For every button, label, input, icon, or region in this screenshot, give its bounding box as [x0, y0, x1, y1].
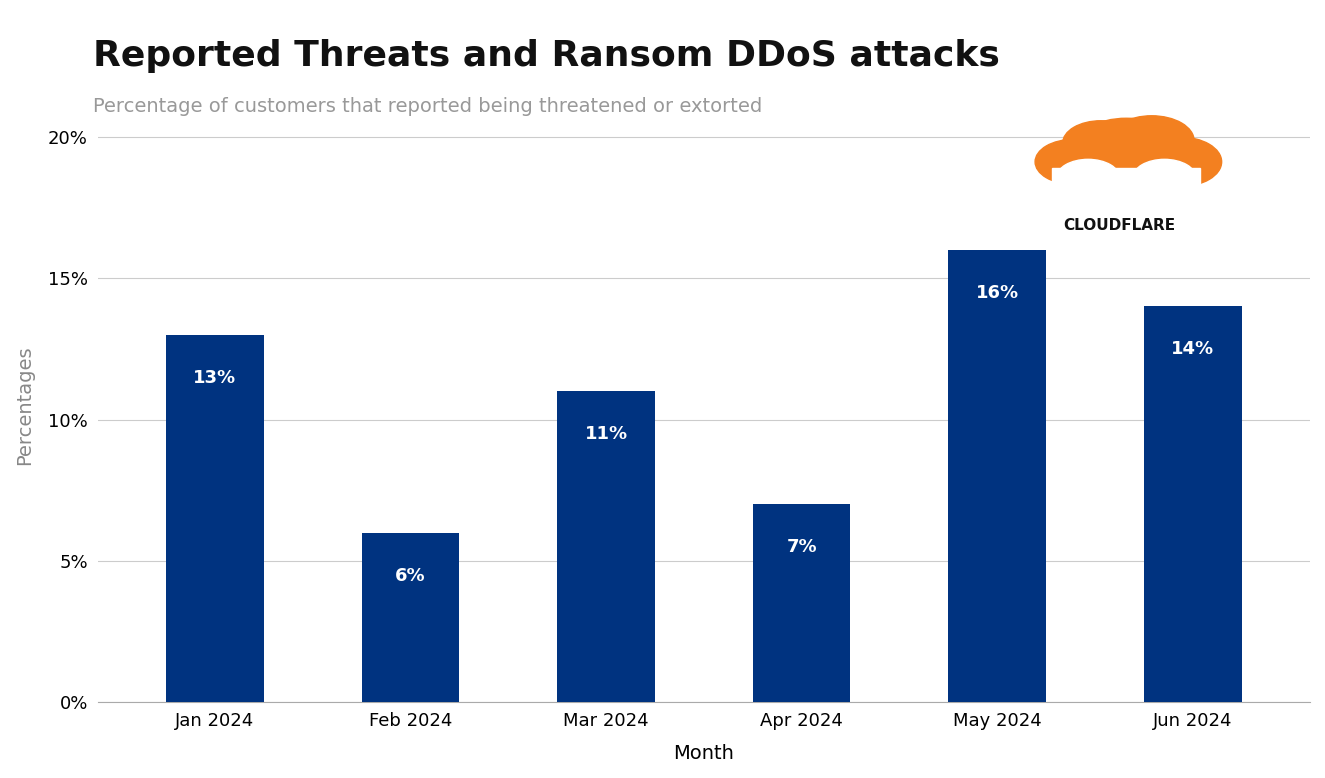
- Bar: [949, 250, 1045, 703]
- Text: 16%: 16%: [975, 284, 1019, 302]
- Bar: [753, 504, 851, 703]
- Text: 7%: 7%: [786, 538, 818, 556]
- Circle shape: [1137, 137, 1222, 187]
- Bar: [1143, 307, 1242, 703]
- Text: Percentage of customers that reported being threatened or extorted: Percentage of customers that reported be…: [93, 97, 762, 116]
- Text: 13%: 13%: [193, 369, 236, 387]
- Circle shape: [1133, 159, 1196, 197]
- Bar: [362, 533, 460, 703]
- Text: CLOUDFLARE: CLOUDFLARE: [1064, 218, 1175, 233]
- Bar: [556, 391, 655, 703]
- Circle shape: [1035, 139, 1112, 184]
- Circle shape: [1063, 121, 1140, 166]
- Bar: [166, 335, 264, 703]
- Text: 11%: 11%: [584, 425, 628, 443]
- Text: 14%: 14%: [1171, 340, 1214, 359]
- X-axis label: Month: Month: [673, 744, 734, 763]
- Text: 6%: 6%: [395, 566, 425, 584]
- Circle shape: [1056, 159, 1120, 197]
- Circle shape: [1073, 118, 1179, 180]
- Y-axis label: Percentages: Percentages: [15, 345, 34, 465]
- Text: Reported Threats and Ransom DDoS attacks: Reported Threats and Ransom DDoS attacks: [93, 39, 999, 73]
- Circle shape: [1109, 116, 1194, 166]
- Bar: [1052, 168, 1200, 193]
